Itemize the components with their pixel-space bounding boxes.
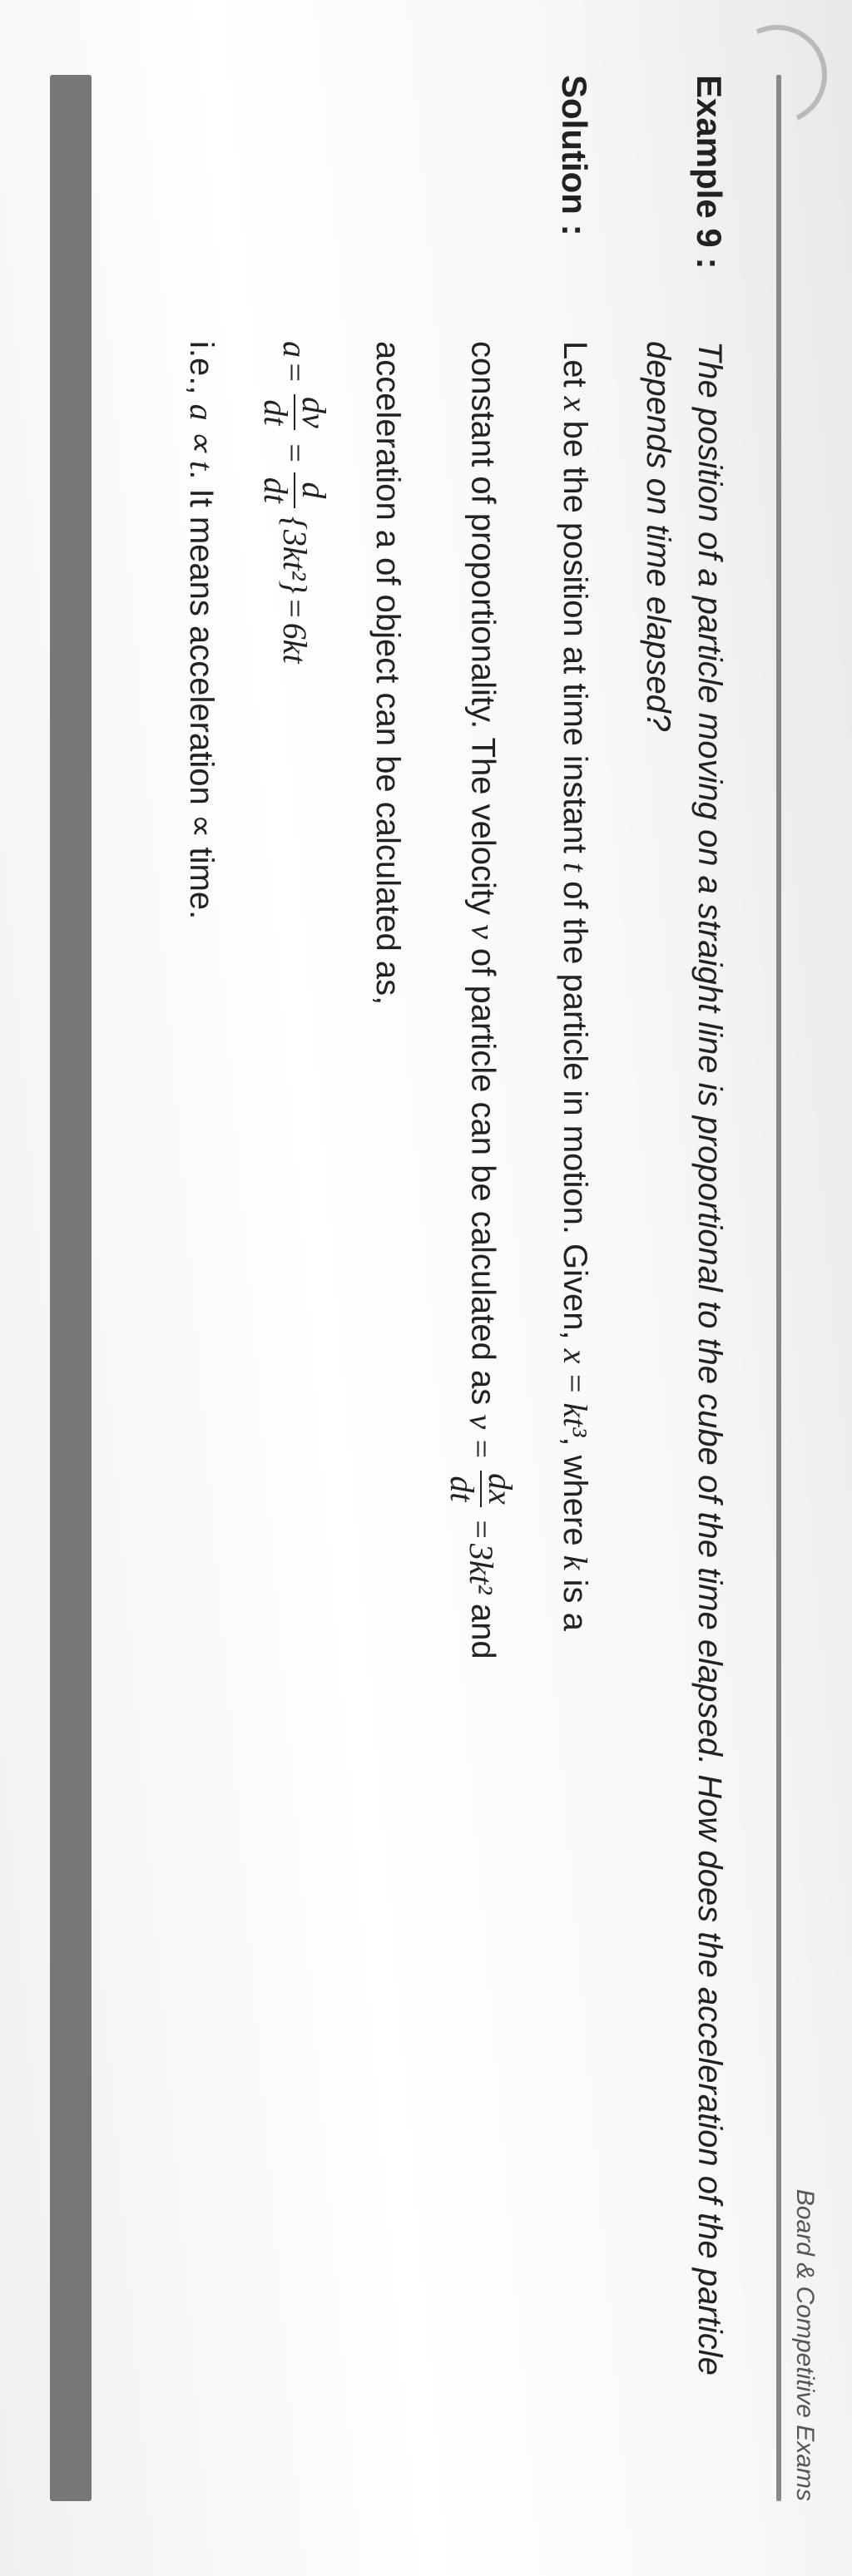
var-a: a [269, 341, 320, 358]
solution-equation: a = dv dt = d dt {3kt²} = 6kt [259, 341, 330, 2501]
velocity-equation: v = dx dt = 3kt² [445, 1414, 517, 1594]
text-frag: , where [557, 1436, 593, 1555]
eq-v-result: 3kt² [455, 1544, 507, 1595]
solution-label: Solution : [548, 75, 601, 308]
page-container: Board & Competitive Exams Example 9 : Th… [0, 0, 852, 2576]
var-t: t [557, 863, 594, 872]
frac-d-dt: d dt [259, 472, 330, 508]
content-block: Example 9 : The position of a particle m… [176, 75, 736, 2501]
eq-sign: = [455, 1518, 507, 1540]
eq-sign: = [269, 442, 320, 464]
prop-expr: a ∝ t [183, 404, 220, 471]
text-frag: of the particle in motion. Given, [557, 872, 593, 1349]
frac-dv-dt: dv dt [259, 392, 330, 433]
eq-given: x = kt³ [557, 1349, 594, 1437]
text-frag: Let [557, 341, 593, 397]
header-partial-text: Board & Competitive Exams [790, 2189, 819, 2501]
eq-result: 6kt [269, 623, 320, 664]
example-problem: The position of a particle moving on a s… [632, 341, 736, 2501]
numerator: d [295, 477, 330, 503]
solution-line-3: acceleration a of object can be calculat… [362, 341, 414, 2501]
text-frag: and [464, 1604, 501, 1659]
var-k: k [557, 1555, 594, 1570]
v-eq: v = [455, 1414, 507, 1460]
solution-line-1: Let x be the position at time instant t … [549, 341, 601, 2501]
solution-row-1: Solution : Let x be the position at time… [548, 75, 601, 2501]
eq-sign: = [269, 361, 320, 383]
denominator: dt [445, 1471, 482, 1506]
denominator: dt [259, 472, 295, 508]
var-x: x [557, 397, 594, 412]
numerator: dx [482, 1468, 517, 1510]
text-frag: constant of proportionality. The velocit… [464, 341, 501, 924]
numerator: dv [295, 392, 330, 433]
text-frag: . It means acceleration ∝ time. [183, 470, 220, 919]
text-frag: of particle can be calculated as [464, 939, 501, 1414]
eq-sign: = [269, 597, 320, 620]
text-frag: be the position at time instant [557, 411, 593, 863]
frac-dx-dt: dx dt [445, 1468, 517, 1510]
text-frag: i.e., [183, 341, 220, 404]
var-v: v [464, 924, 502, 939]
denominator: dt [259, 394, 295, 430]
accel-equation: a = dv dt = d dt {3kt²} = 6kt [259, 341, 330, 2501]
top-divider [776, 75, 781, 2501]
expr-inner: 3kt² [276, 530, 314, 581]
solution-line-5: i.e., a ∝ t. It means acceleration ∝ tim… [176, 341, 227, 2501]
example-row: Example 9 : The position of a particle m… [632, 75, 736, 2501]
example-label: Example 9 : [683, 75, 736, 308]
solution-line-2: constant of proportionality. The velocit… [445, 341, 517, 2501]
text-frag: is a [557, 1570, 593, 1630]
braced-expr: {3kt²} [269, 517, 320, 594]
bottom-divider [50, 75, 92, 2501]
